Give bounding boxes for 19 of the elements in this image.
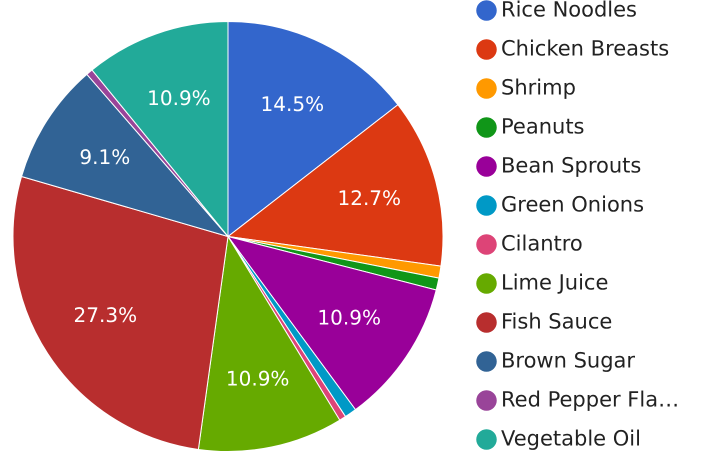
legend-label: Peanuts bbox=[501, 114, 584, 138]
legend-label: Shrimp bbox=[501, 76, 576, 100]
legend-label: Red Pepper Fla… bbox=[501, 388, 680, 412]
data-label: 10.9% bbox=[226, 366, 290, 391]
legend-label: Cilantro bbox=[501, 232, 583, 256]
legend-label: Chicken Breasts bbox=[501, 36, 670, 60]
legend-label: Green Onions bbox=[501, 192, 644, 216]
data-label: 10.9% bbox=[317, 305, 381, 330]
data-label: 12.7% bbox=[337, 186, 402, 210]
legend-label: Brown Sugar bbox=[501, 348, 636, 372]
legend-label: Fish Sauce bbox=[501, 310, 612, 334]
data-label: 27.3% bbox=[74, 303, 138, 327]
legend-label: Vegetable Oil bbox=[501, 426, 641, 450]
data-label: 9.1% bbox=[79, 144, 130, 169]
legend-label: Bean Sprouts bbox=[501, 154, 642, 178]
legend-label: Lime Juice bbox=[501, 270, 608, 294]
data-label: 10.9% bbox=[147, 86, 211, 110]
data-label: 14.5% bbox=[260, 92, 324, 116]
legend-label: Rice Noodles bbox=[501, 0, 637, 22]
